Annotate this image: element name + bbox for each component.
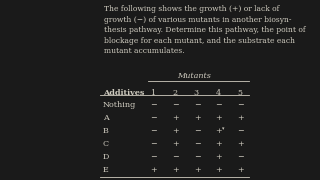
Text: −: −	[150, 153, 157, 161]
Text: −: −	[150, 114, 157, 122]
Text: Nothing: Nothing	[103, 101, 136, 109]
Text: −: −	[172, 101, 179, 109]
Text: +: +	[172, 166, 179, 174]
Text: B: B	[103, 127, 109, 135]
Text: +: +	[237, 114, 244, 122]
Text: 5: 5	[237, 89, 242, 97]
Text: +: +	[194, 114, 200, 122]
Text: −: −	[237, 127, 244, 135]
Text: C: C	[103, 140, 109, 148]
Text: D: D	[103, 153, 109, 161]
Text: +: +	[215, 140, 222, 148]
Text: +: +	[215, 166, 222, 174]
Text: −: −	[194, 140, 200, 148]
Text: ▾: ▾	[222, 126, 225, 131]
Text: +: +	[215, 127, 222, 135]
Text: −: −	[150, 101, 157, 109]
Text: +: +	[215, 153, 222, 161]
Text: Additives: Additives	[103, 89, 144, 97]
Text: Mutants: Mutants	[177, 72, 211, 80]
Text: +: +	[172, 114, 179, 122]
Text: +: +	[237, 166, 244, 174]
Text: −: −	[194, 127, 200, 135]
Text: E: E	[103, 166, 109, 174]
Text: +: +	[237, 140, 244, 148]
Text: +: +	[172, 140, 179, 148]
Text: −: −	[237, 101, 244, 109]
Text: 3: 3	[194, 89, 199, 97]
Text: −: −	[194, 101, 200, 109]
Text: +: +	[215, 114, 222, 122]
Text: +: +	[194, 166, 200, 174]
Text: −: −	[172, 153, 179, 161]
Text: 4: 4	[215, 89, 220, 97]
Text: 1: 1	[150, 89, 156, 97]
Text: −: −	[215, 101, 222, 109]
Text: −: −	[150, 140, 157, 148]
Text: 2: 2	[172, 89, 177, 97]
Text: The following shows the growth (+) or lack of
growth (−) of various mutants in a: The following shows the growth (+) or la…	[104, 5, 306, 55]
Text: +: +	[172, 127, 179, 135]
Text: A: A	[103, 114, 109, 122]
Text: −: −	[150, 127, 157, 135]
Text: −: −	[194, 153, 200, 161]
Text: −: −	[237, 153, 244, 161]
Text: +: +	[150, 166, 157, 174]
